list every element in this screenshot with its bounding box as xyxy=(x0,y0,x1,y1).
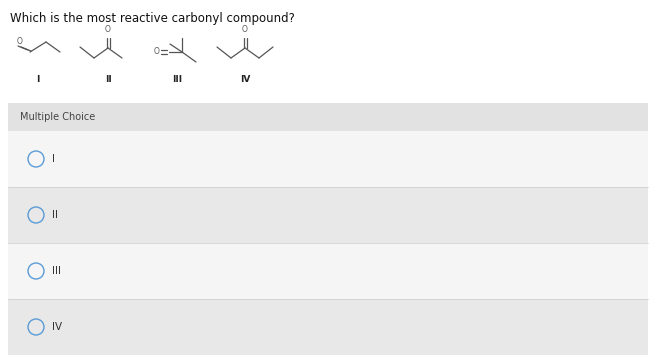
Text: O: O xyxy=(154,48,160,56)
FancyBboxPatch shape xyxy=(8,299,648,355)
Text: Multiple Choice: Multiple Choice xyxy=(20,112,95,122)
FancyBboxPatch shape xyxy=(8,243,648,299)
FancyBboxPatch shape xyxy=(8,187,648,243)
Text: I: I xyxy=(52,154,55,164)
Text: Which is the most reactive carbonyl compound?: Which is the most reactive carbonyl comp… xyxy=(10,12,295,25)
FancyBboxPatch shape xyxy=(8,103,648,355)
Text: III: III xyxy=(52,266,61,276)
Text: O: O xyxy=(242,26,248,34)
Text: O: O xyxy=(105,26,111,34)
Text: III: III xyxy=(172,76,182,84)
Text: O: O xyxy=(17,38,23,47)
Text: II: II xyxy=(105,76,111,84)
FancyBboxPatch shape xyxy=(8,131,648,187)
Text: IV: IV xyxy=(240,76,250,84)
Text: I: I xyxy=(36,76,39,84)
Text: IV: IV xyxy=(52,322,62,332)
FancyBboxPatch shape xyxy=(8,103,648,131)
Text: II: II xyxy=(52,210,58,220)
